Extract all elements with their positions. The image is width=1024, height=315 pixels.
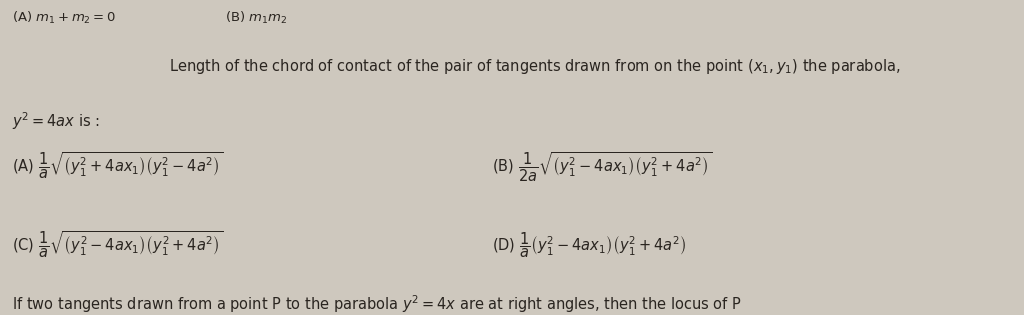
Text: (D) $\dfrac{1}{a}\left(y_1^2-4ax_1\right)\left(y_1^2+4a^2\right)$: (D) $\dfrac{1}{a}\left(y_1^2-4ax_1\right… <box>492 230 686 260</box>
Text: (B) $m_1m_2$: (B) $m_1m_2$ <box>225 9 288 26</box>
Text: Length of the chord of contact of the pair of tangents drawn from on the point $: Length of the chord of contact of the pa… <box>169 57 900 76</box>
Text: (A) $m_1 + m_2 = 0$: (A) $m_1 + m_2 = 0$ <box>12 9 117 26</box>
Text: (B) $\dfrac{1}{2a}\sqrt{\left(y_1^2-4ax_1\right)\left(y_1^2+4a^2\right)}$: (B) $\dfrac{1}{2a}\sqrt{\left(y_1^2-4ax_… <box>492 151 712 184</box>
Text: If two tangents drawn from a point P to the parabola $y^2 = 4x$ are at right ang: If two tangents drawn from a point P to … <box>12 293 742 315</box>
Text: $y^2 = 4ax$ is :: $y^2 = 4ax$ is : <box>12 110 100 132</box>
Text: (C) $\dfrac{1}{a}\sqrt{\left(y_1^2-4ax_1\right)\left(y_1^2+4a^2\right)}$: (C) $\dfrac{1}{a}\sqrt{\left(y_1^2-4ax_1… <box>12 230 224 260</box>
Text: (A) $\dfrac{1}{a}\sqrt{\left(y_1^2+4ax_1\right)\left(y_1^2-4a^2\right)}$: (A) $\dfrac{1}{a}\sqrt{\left(y_1^2+4ax_1… <box>12 151 224 181</box>
